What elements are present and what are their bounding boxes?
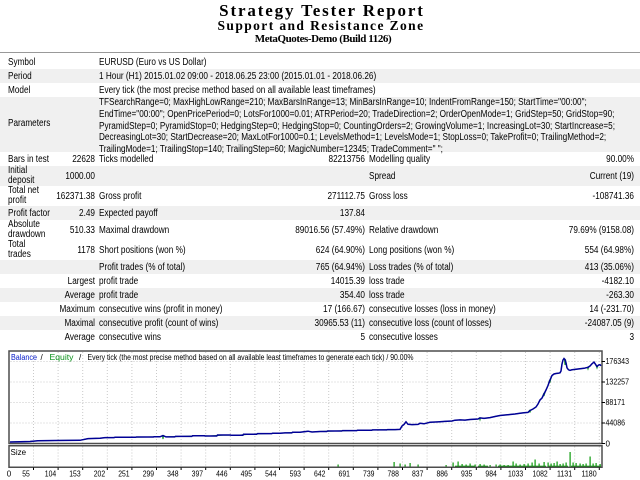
svg-text:251: 251 <box>118 470 130 479</box>
svg-text:1033: 1033 <box>508 470 524 479</box>
svg-text:642: 642 <box>314 470 326 479</box>
svg-text:/: / <box>41 353 44 362</box>
svg-text:Equity: Equity <box>50 353 74 362</box>
svg-text:202: 202 <box>94 470 106 479</box>
svg-text:935: 935 <box>461 470 473 479</box>
svg-text:837: 837 <box>412 470 424 479</box>
svg-text:984: 984 <box>485 470 497 479</box>
svg-text:Size: Size <box>11 448 27 457</box>
svg-text:0: 0 <box>606 440 611 449</box>
svg-text:132257: 132257 <box>606 378 630 387</box>
svg-text:176343: 176343 <box>606 357 630 366</box>
svg-text:0: 0 <box>7 470 12 479</box>
svg-text:348: 348 <box>167 470 179 479</box>
svg-text:44086: 44086 <box>606 419 626 428</box>
svg-text:495: 495 <box>241 470 253 479</box>
svg-text:1180: 1180 <box>581 470 597 479</box>
svg-text:446: 446 <box>216 470 228 479</box>
svg-text:1082: 1082 <box>532 470 548 479</box>
svg-text:Balance: Balance <box>11 353 37 362</box>
svg-text:Every tick (the most precise m: Every tick (the most precise method base… <box>88 353 414 362</box>
svg-text:55: 55 <box>22 470 30 479</box>
svg-text:88171: 88171 <box>606 398 626 407</box>
svg-text:593: 593 <box>290 470 302 479</box>
svg-text:299: 299 <box>143 470 155 479</box>
svg-text:153: 153 <box>69 470 81 479</box>
svg-text:691: 691 <box>339 470 351 479</box>
svg-text:544: 544 <box>265 470 277 479</box>
svg-text:1131: 1131 <box>557 470 573 479</box>
svg-text:/: / <box>79 353 82 362</box>
svg-text:739: 739 <box>363 470 375 479</box>
svg-text:788: 788 <box>388 470 400 479</box>
svg-text:104: 104 <box>45 470 57 479</box>
svg-text:886: 886 <box>436 470 448 479</box>
svg-text:397: 397 <box>192 470 204 479</box>
